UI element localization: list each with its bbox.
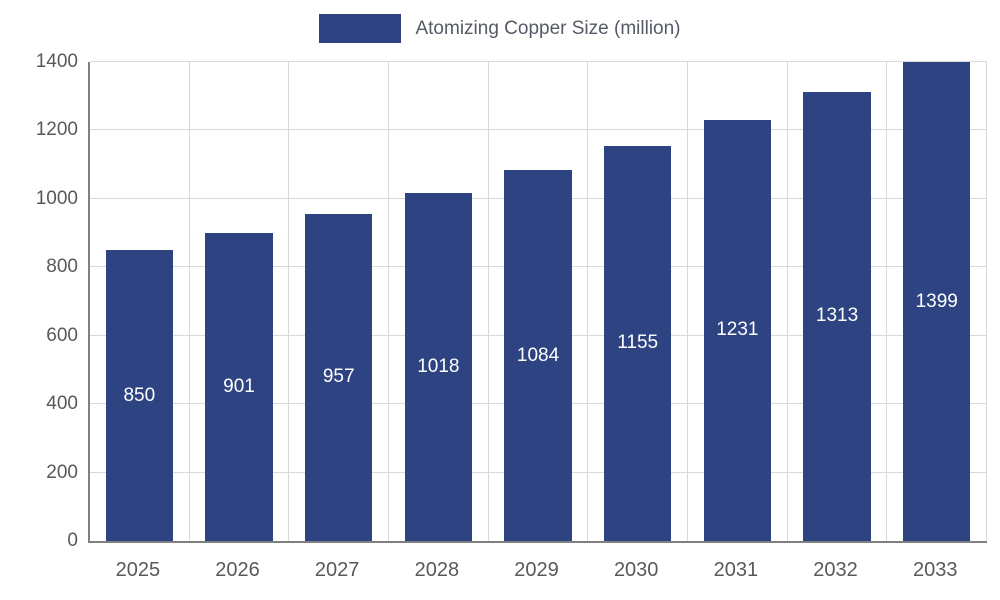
x-tick-label: 2032	[813, 559, 858, 581]
legend-swatch-icon	[319, 14, 402, 43]
bar-2030: 1155	[604, 145, 672, 541]
bar-value-label: 1018	[417, 355, 460, 377]
category-cell-2029: 1084	[489, 62, 589, 541]
bar-value-label: 957	[322, 366, 355, 388]
x-tick-label: 2030	[613, 559, 659, 581]
category-cell-2028: 1018	[389, 62, 489, 541]
bar-value-label: 1399	[915, 290, 958, 312]
bar-value-label: 901	[223, 375, 255, 397]
y-tick-label: 1200	[35, 119, 78, 141]
category-cell-2030: 1155	[588, 62, 689, 541]
gridline	[90, 61, 987, 62]
chart-legend: Atomizing Copper Size (million)	[0, 14, 1000, 43]
x-tick-label: 2028	[414, 559, 460, 581]
y-tick-label: 800	[46, 256, 78, 278]
plot-area: 850 901 957 1018 1084 1155 1231 1313 1399	[88, 61, 988, 543]
x-tick-label: 2031	[713, 559, 759, 581]
bar-2032: 1313	[803, 91, 871, 541]
bar-value-label: 1155	[617, 332, 659, 354]
bar-2033: 1399	[903, 62, 971, 541]
bar-2031: 1231	[703, 119, 771, 541]
bar-value-label: 1084	[516, 344, 560, 366]
category-cell-2025: 850	[90, 62, 190, 541]
bar-value-label: 1313	[815, 305, 859, 327]
category-cell-2026: 901	[190, 62, 290, 541]
bar-2028: 1018	[404, 192, 472, 541]
bar-2026: 901	[205, 232, 273, 541]
category-cell-2031: 1231	[688, 62, 788, 541]
y-tick-label: 0	[67, 530, 78, 551]
y-tick-label: 400	[46, 393, 78, 415]
plot-cells: 850 901 957 1018 1084 1155 1231 1313 1399	[90, 62, 988, 541]
category-cell-2032: 1313	[788, 62, 888, 541]
bar-value-label: 850	[123, 384, 156, 406]
y-tick-label: 200	[46, 461, 78, 483]
x-tick-label: 2029	[514, 559, 559, 581]
y-tick-label: 1000	[35, 187, 78, 209]
legend-label: Atomizing Copper Size (million)	[415, 17, 681, 39]
category-cell-2033: 1399	[887, 62, 988, 541]
bar-2027: 957	[305, 213, 373, 541]
x-tick-label: 2027	[314, 559, 360, 581]
x-axis: 2025 2026 2027 2028 2029 2030 2031 2032 2033	[88, 553, 985, 587]
y-tick-label: 1400	[35, 51, 78, 72]
gridline	[90, 129, 987, 131]
category-cell-2027: 957	[289, 62, 390, 541]
y-axis: 0 200 400 600 800 1000 1200 1400	[0, 51, 78, 551]
x-tick-label: 2025	[115, 559, 161, 581]
x-tick-label: 2033	[912, 559, 958, 581]
bar-value-label: 1231	[716, 319, 759, 341]
bar-2029: 1084	[504, 170, 572, 541]
x-tick-label: 2026	[215, 559, 260, 581]
y-tick-label: 600	[46, 324, 78, 346]
bar-2025: 850	[105, 250, 173, 541]
